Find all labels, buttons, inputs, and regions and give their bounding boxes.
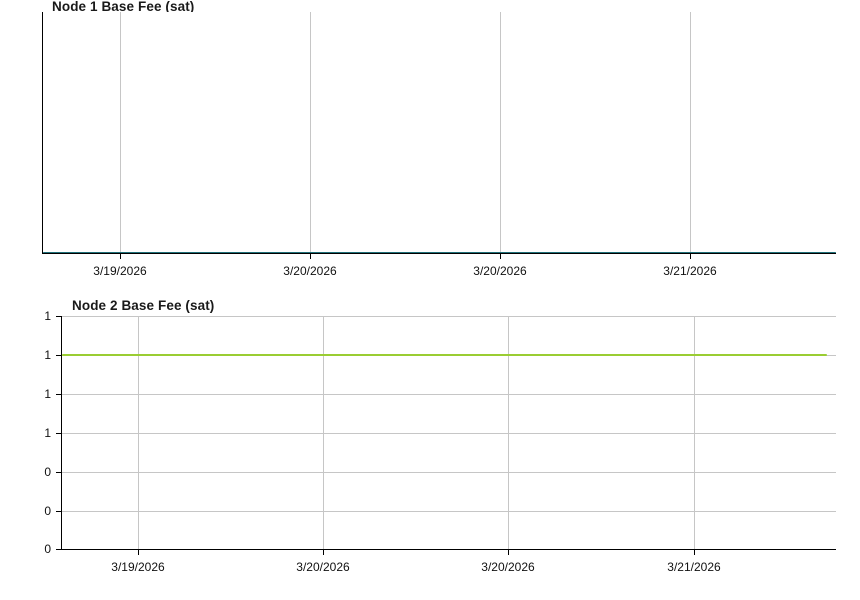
y-axis-line-node-1 xyxy=(42,12,44,254)
gridline-vertical xyxy=(500,12,501,254)
gridline-horizontal xyxy=(61,394,836,395)
y-axis-label: 1 xyxy=(44,309,51,323)
x-axis-label: 3/19/2026 xyxy=(111,560,165,574)
y-axis-line-node-2 xyxy=(61,316,63,550)
x-axis-line-node-2 xyxy=(61,549,836,551)
gridline-vertical xyxy=(138,316,139,550)
gridline-vertical xyxy=(120,12,121,254)
chart-title-node-2: Node 2 Base Fee (sat) xyxy=(72,298,215,313)
x-axis-label: 3/19/2026 xyxy=(93,264,147,278)
y-axis-label: 0 xyxy=(44,504,51,518)
y-axis-tick xyxy=(56,511,61,513)
x-axis-tick xyxy=(323,550,324,555)
gridline-horizontal xyxy=(61,316,836,317)
x-axis-tick xyxy=(120,254,121,259)
chart-title-node-1: Node 1 Base Fee (sat) xyxy=(52,0,195,14)
x-axis-label: 3/20/2026 xyxy=(296,560,350,574)
y-axis-tick xyxy=(56,355,61,357)
y-axis-label: 0 xyxy=(44,542,51,556)
y-axis-label: 1 xyxy=(44,387,51,401)
y-axis-tick xyxy=(56,472,61,474)
x-axis-tick xyxy=(508,550,509,555)
x-axis-tick xyxy=(694,550,695,555)
chart-panel-node-2-base-fee: Node 2 Base Fee (sat) 1 1 1 1 0 0 0 xyxy=(0,290,860,600)
plot-area-node-1 xyxy=(42,12,836,254)
y-axis-label: 0 xyxy=(44,465,51,479)
y-axis-tick xyxy=(56,433,61,435)
y-axis-tick xyxy=(56,394,61,396)
y-axis-label: 1 xyxy=(44,426,51,440)
gridline-horizontal xyxy=(61,433,836,434)
x-axis-tick xyxy=(690,254,691,259)
x-axis-tick xyxy=(310,254,311,259)
chart-panel-node-1-base-fee: Node 1 Base Fee (sat) 3/19/2026 3/20/202… xyxy=(0,0,860,290)
gridline-vertical xyxy=(694,316,695,550)
x-axis-line-node-1 xyxy=(42,253,836,255)
gridline-vertical xyxy=(323,316,324,550)
x-axis-label: 3/20/2026 xyxy=(481,560,535,574)
gridline-vertical xyxy=(508,316,509,550)
series-line-node-1 xyxy=(43,251,836,254)
x-axis-label: 3/21/2026 xyxy=(667,560,721,574)
x-axis-label: 3/20/2026 xyxy=(283,264,337,278)
y-axis-label: 1 xyxy=(44,348,51,362)
y-axis-tick xyxy=(56,316,61,318)
x-axis-tick xyxy=(138,550,139,555)
x-axis-tick xyxy=(500,254,501,259)
gridline-horizontal xyxy=(61,511,836,512)
x-axis-label: 3/21/2026 xyxy=(663,264,717,278)
series-line-node-2 xyxy=(62,354,827,357)
gridline-vertical xyxy=(310,12,311,254)
gridline-vertical xyxy=(690,12,691,254)
gridline-horizontal xyxy=(61,472,836,473)
y-axis-tick xyxy=(56,549,61,551)
x-axis-label: 3/20/2026 xyxy=(473,264,527,278)
